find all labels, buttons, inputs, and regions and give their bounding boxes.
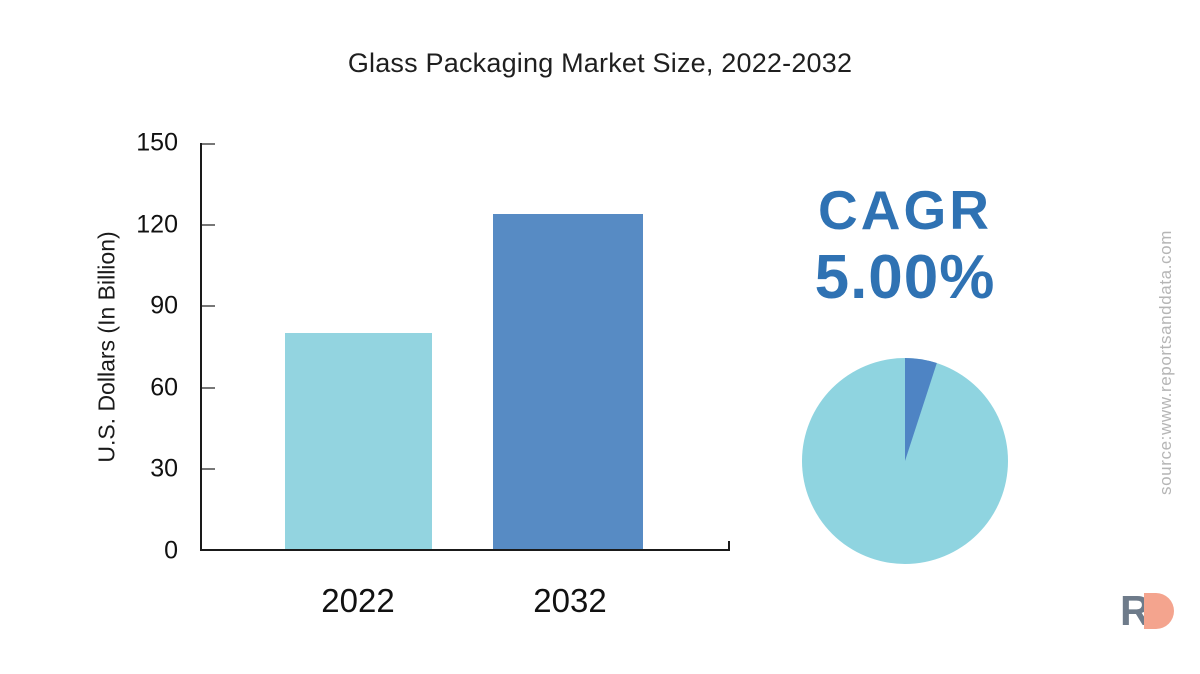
y-tick-mark-30 xyxy=(202,468,215,471)
y-axis-tick-labels: 150 120 90 60 30 0 xyxy=(110,129,190,565)
source-watermark: source:www.reportsanddata.com xyxy=(1156,230,1175,495)
y-tick-label-150: 150 xyxy=(136,128,178,157)
bar-2032 xyxy=(493,213,643,551)
plot-area xyxy=(200,143,730,551)
y-tick-label-60: 60 xyxy=(150,373,178,402)
y-tick-label-120: 120 xyxy=(136,210,178,239)
chart-title: Glass Packaging Market Size, 2022-2032 xyxy=(347,48,853,78)
y-tick-mark-120 xyxy=(202,223,215,226)
x-axis-label-2022: 2022 xyxy=(321,582,395,619)
x-axis-label-2032: 2032 xyxy=(533,582,607,619)
cagr-annotation: CAGR 5.00% xyxy=(815,180,996,312)
y-tick-mark-90 xyxy=(202,305,215,308)
pie-slice xyxy=(905,358,937,461)
y-tick-label-30: 30 xyxy=(150,454,178,483)
y-tick-mark-150 xyxy=(202,143,215,145)
brand-logo: R D xyxy=(1120,590,1175,632)
pie-chart xyxy=(802,358,1008,564)
x-axis-line xyxy=(200,549,730,551)
x-axis-end-tick xyxy=(728,541,730,551)
bar-2022 xyxy=(285,333,432,551)
cagr-value: 5.00% xyxy=(814,243,996,312)
y-tick-label-90: 90 xyxy=(150,291,178,320)
cagr-label: CAGR xyxy=(818,179,992,241)
y-tick-mark-60 xyxy=(202,386,215,389)
y-tick-label-0: 0 xyxy=(164,536,178,565)
logo-d-shape: D xyxy=(1144,593,1175,629)
y-axis-line xyxy=(200,143,202,551)
